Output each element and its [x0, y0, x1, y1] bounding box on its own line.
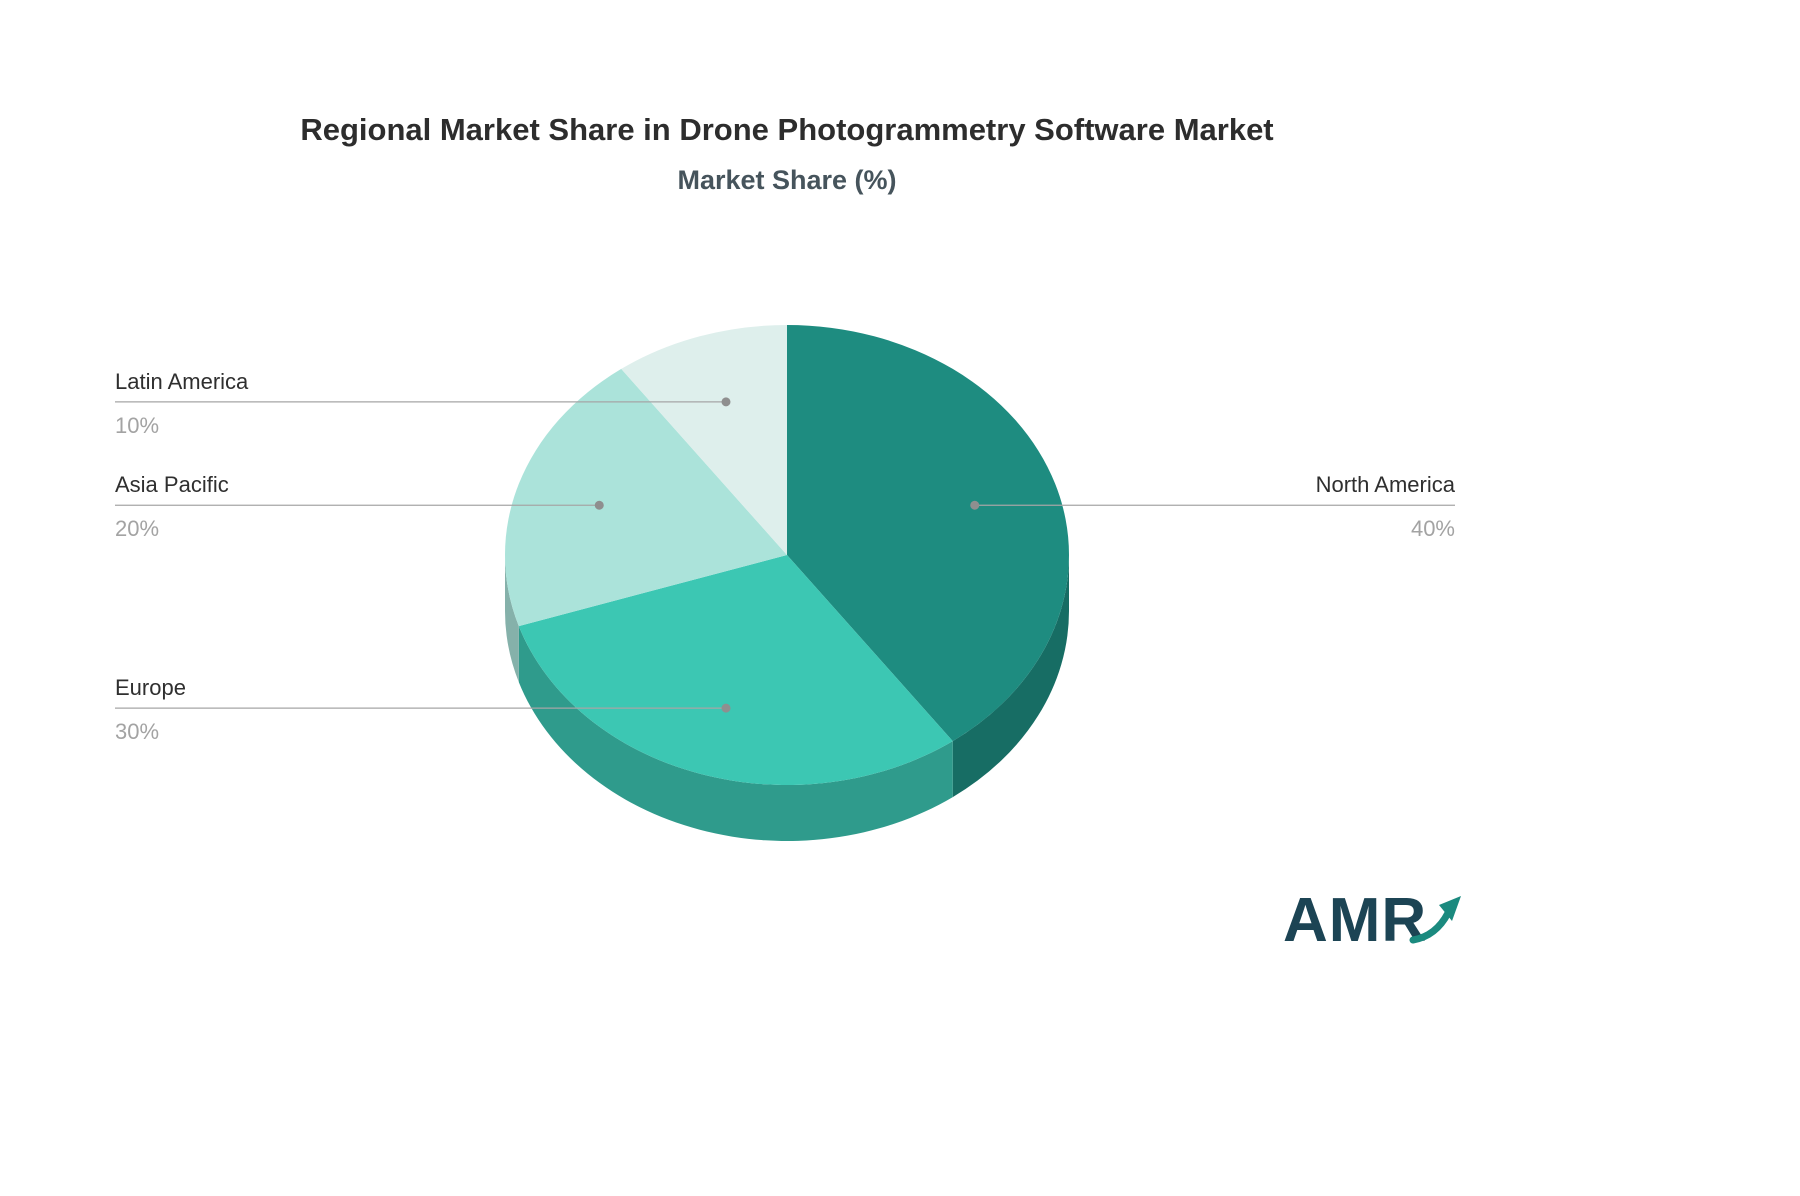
- leader-dot-latin-america: [721, 397, 731, 407]
- pie-label-value: 20%: [115, 516, 160, 542]
- pie-label-name: Latin America: [115, 368, 249, 394]
- chart-subtitle: Market Share (%): [677, 165, 897, 195]
- amr-logo-arrow-icon: [1409, 896, 1462, 944]
- pie-label-latin-america: Latin America 10%: [115, 369, 248, 439]
- pie-label-name: Asia Pacific: [115, 472, 229, 498]
- leader-dot-north-america: [970, 500, 980, 510]
- pie-slice-side-europe: [518, 626, 953, 841]
- pie-slice-side-asia-pacific: [505, 555, 519, 683]
- leader-dot-asia-pacific: [594, 500, 604, 510]
- leader-dot-europe: [721, 703, 731, 713]
- pie-label-value: 10%: [115, 412, 160, 438]
- pie-slice-europe: [518, 555, 953, 785]
- chart-title: Regional Market Share in Drone Photogram…: [300, 112, 1274, 147]
- pie-label-asia-pacific: Asia Pacific 20%: [115, 472, 229, 542]
- pie-label-north-america: North America 40%: [1316, 472, 1455, 542]
- chart-header: Regional Market Share in Drone Photogram…: [0, 112, 1574, 196]
- pie-slice-side-north-america: [952, 555, 1069, 798]
- pie-slice-north-america: [787, 325, 1069, 742]
- pie-slice-asia-pacific: [504, 368, 787, 627]
- amr-logo: AMR: [1283, 890, 1463, 952]
- pie-label-europe: Europe 30%: [115, 675, 186, 745]
- pie-label-value: 40%: [1410, 516, 1455, 542]
- pie-slice-latin-america: [621, 325, 787, 555]
- pie-label-name: Europe: [115, 675, 186, 701]
- amr-logo-text: AMR: [1283, 886, 1428, 955]
- pie-label-value: 30%: [115, 719, 160, 745]
- pie-label-name: North America: [1315, 472, 1455, 498]
